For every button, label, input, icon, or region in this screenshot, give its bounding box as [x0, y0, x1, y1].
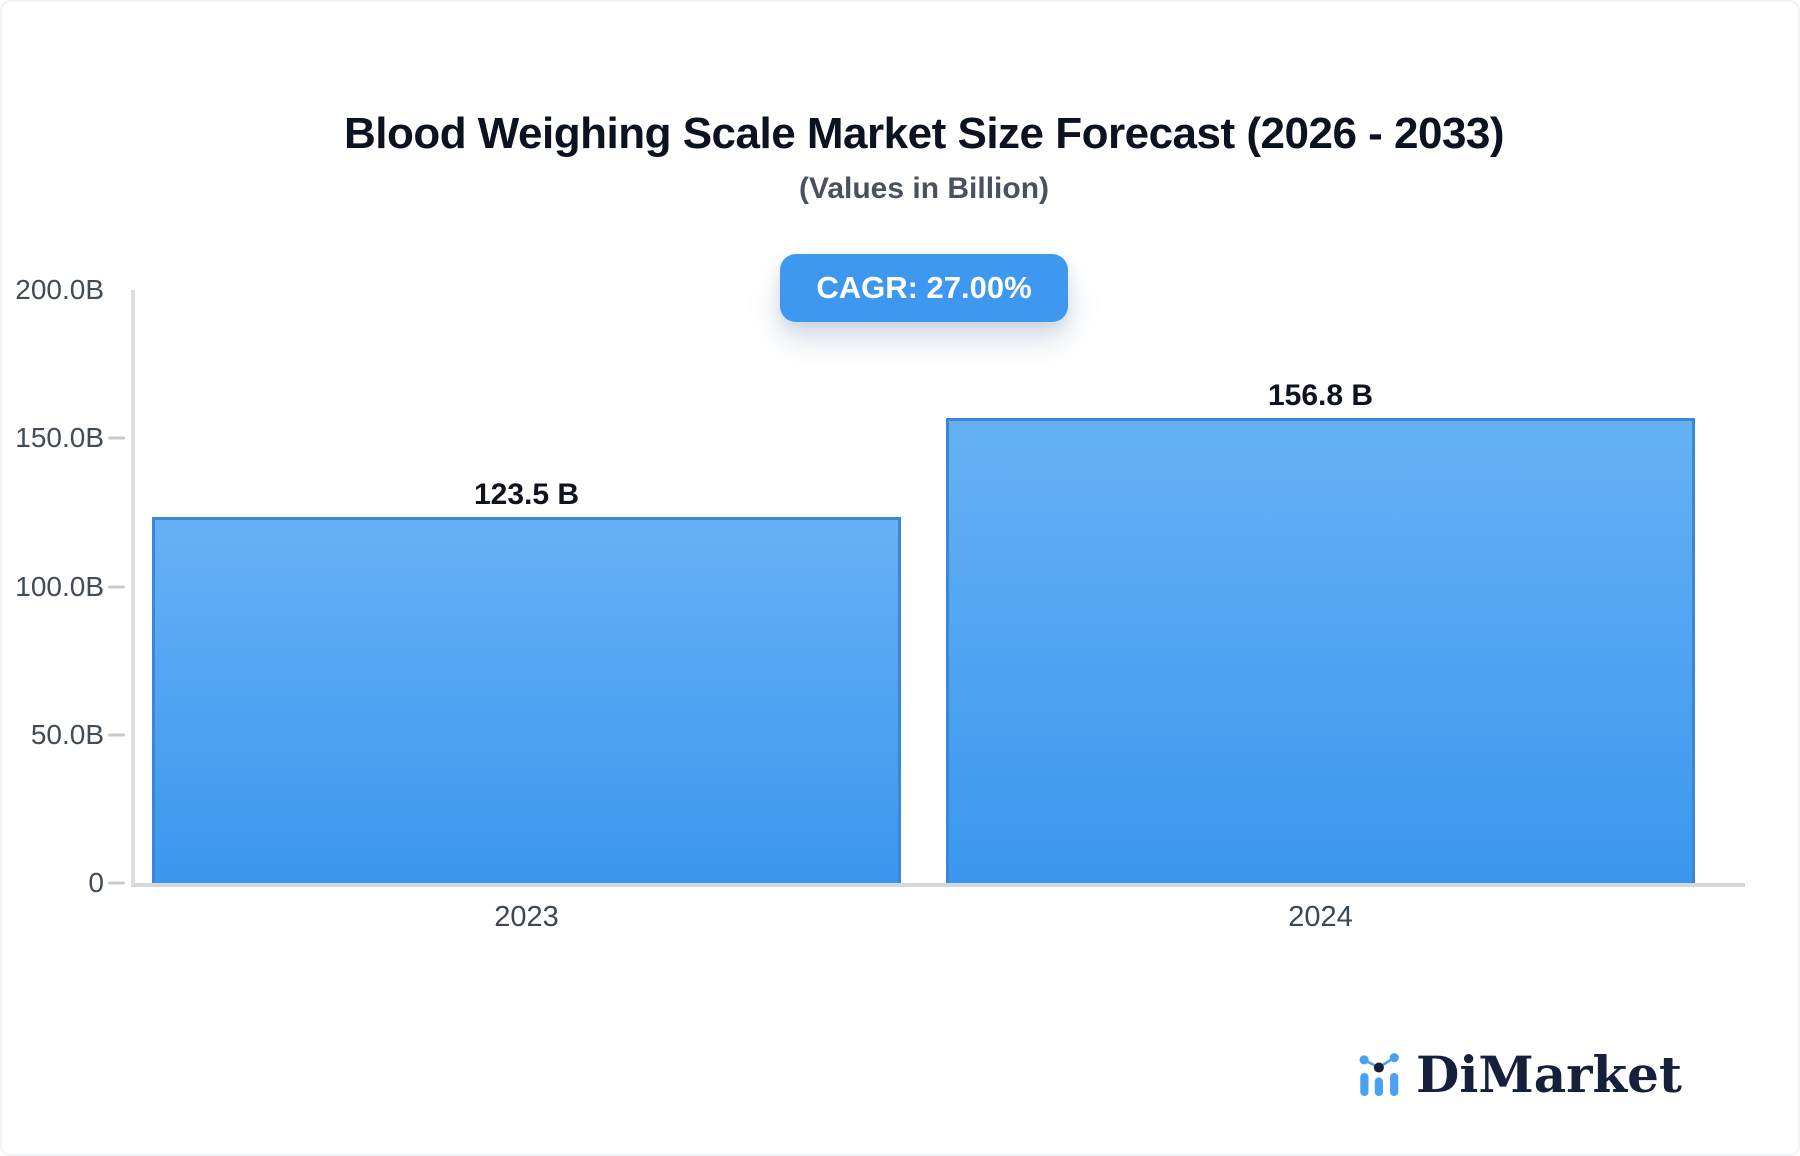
bar-2024: 156.8 B	[946, 379, 1695, 883]
y-axis: 200.0B 150.0B 100.0B 50.0B 0	[2, 274, 130, 898]
y-tick-label: 150.0B	[15, 422, 104, 454]
value-label-2024: 156.8 B	[1267, 379, 1374, 413]
x-axis-labels: 2023 2024	[135, 901, 1745, 934]
chart-subtitle: (Values in Billion)	[798, 172, 1050, 205]
y-tick-mark	[108, 436, 125, 440]
y-tick-mark	[108, 585, 125, 588]
plot-area: 123.5 B 156.8 B	[131, 290, 1745, 887]
x-label-2023: 2023	[494, 901, 559, 933]
y-tick-label: 200.0B	[15, 274, 104, 305]
bar-2023: 123.5 B	[152, 478, 901, 883]
bars-group: 123.5 B 156.8 B	[135, 290, 1745, 883]
chart-header: Blood Weighing Scale Market Size Forecas…	[50, 2, 1798, 322]
y-tick-label: 100.0B	[15, 570, 104, 602]
value-label-2023: 123.5 B	[473, 477, 580, 511]
x-label-2024: 2024	[1288, 901, 1353, 933]
y-tick-mark	[108, 733, 125, 737]
y-tick-label: 0	[88, 867, 104, 898]
chart-title: Blood Weighing Scale Market Size Forecas…	[343, 109, 1505, 158]
y-tick-mark	[108, 881, 125, 885]
brand-name: DiMarket	[1416, 1045, 1682, 1104]
mini-bar-chart-icon	[1359, 1053, 1399, 1096]
brand-logo: DiMarket	[1358, 1050, 1682, 1100]
cagr-badge: CAGR: 27.00%	[780, 254, 1068, 322]
y-tick-label: 50.0B	[30, 718, 104, 750]
